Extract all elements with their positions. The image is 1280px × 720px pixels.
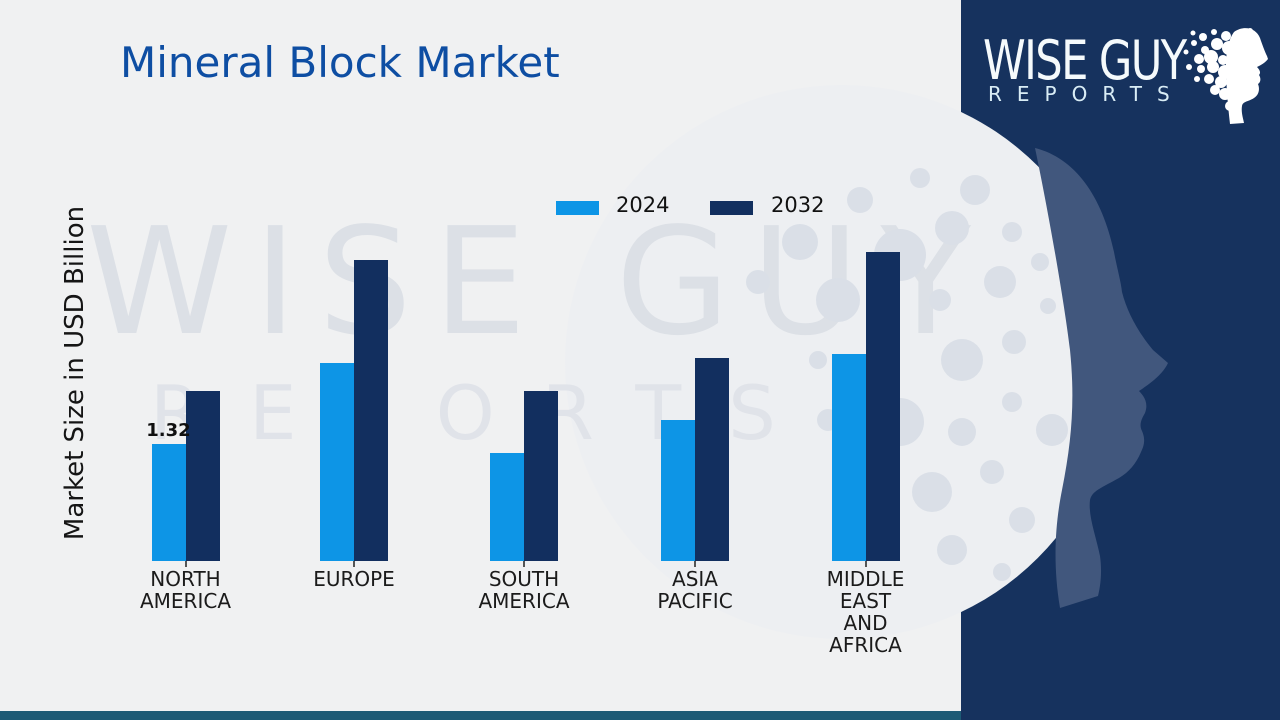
legend-label-2024: 2024 — [616, 193, 670, 217]
bar-2024-south-america — [490, 453, 524, 561]
head-silhouette — [1035, 148, 1168, 608]
chart-title: Mineral Block Market — [120, 38, 560, 87]
x-axis-tick — [864, 561, 867, 567]
x-axis-tick — [523, 561, 525, 567]
category-label-europe: EUROPE — [313, 567, 395, 591]
x-axis-tick — [694, 561, 696, 567]
logo-head-dots — [1183, 28, 1253, 112]
logo-face-silhouette — [1226, 28, 1268, 124]
legend-swatch-2024 — [556, 201, 599, 215]
category-label-south-america: SOUTH AMERICA — [478, 567, 570, 613]
logo-reports-text: REPORTS — [988, 82, 1185, 106]
legend-label-2032: 2032 — [771, 193, 825, 217]
category-label-middle-east-and-africa: MIDDLE EAST AND AFRICA — [826, 567, 905, 657]
y-axis-label: Market Size in USD Billion — [60, 205, 90, 541]
bar-2032-south-america — [524, 391, 558, 561]
x-axis-tick — [184, 561, 187, 567]
bar-2024-north-america — [151, 444, 186, 561]
data-label-2024: 1.32 — [146, 420, 191, 441]
category-label-asia-pacific: ASIA PACIFIC — [657, 567, 733, 613]
logo-head-icon — [1183, 28, 1268, 124]
bar-2024-europe — [320, 363, 354, 561]
bar-2024-asia-pacific — [661, 420, 695, 561]
bar-2024-middle-east-and-africa — [831, 354, 866, 561]
footer-accent-bar — [0, 711, 961, 720]
logo-brand-text: WISE GUY — [983, 29, 1187, 92]
bar-2032-north-america — [185, 391, 220, 561]
bar-2032-europe — [354, 260, 388, 561]
bar-2032-middle-east-and-africa — [865, 252, 900, 561]
watermark-brand-text: WISE GUY — [86, 196, 992, 368]
category-label-north-america: NORTH AMERICA — [139, 567, 231, 613]
x-axis-tick — [353, 561, 355, 567]
bar-2032-asia-pacific — [695, 358, 729, 561]
legend-swatch-2032 — [710, 201, 753, 215]
